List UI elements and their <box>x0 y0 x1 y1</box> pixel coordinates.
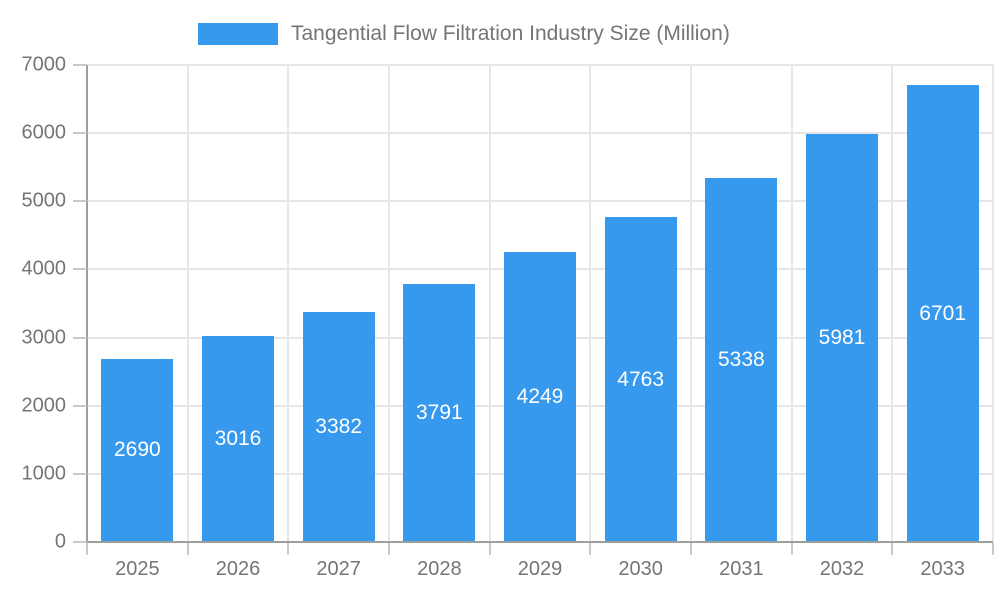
y-tick-label: 6000 <box>21 121 67 144</box>
bar-2033[interactable]: 6701 <box>906 85 979 542</box>
h-gridline <box>87 200 993 203</box>
bar-value-label: 5338 <box>717 348 765 372</box>
y-tick-label: 3000 <box>21 326 67 349</box>
legend-swatch <box>198 23 278 45</box>
bar-2025[interactable]: 2690 <box>101 358 174 542</box>
y-tick-label: 1000 <box>21 462 67 485</box>
x-axis-tick <box>790 543 793 555</box>
y-axis-tick <box>73 336 87 339</box>
v-gridline <box>690 65 692 542</box>
bar-value-label: 6701 <box>919 301 967 325</box>
x-tick-label: 2033 <box>920 558 965 580</box>
legend-label: Tangential Flow Filtration Industry Size… <box>291 22 730 45</box>
bar-2032[interactable]: 5981 <box>806 134 878 542</box>
h-gridline <box>87 132 993 135</box>
y-axis-tick <box>73 200 87 203</box>
bar-2027[interactable]: 3382 <box>302 311 375 542</box>
x-tick-label: 2030 <box>618 558 663 580</box>
bar-2028[interactable]: 3791 <box>403 283 476 542</box>
x-axis-tick <box>992 543 994 555</box>
bar-2030[interactable]: 4763 <box>604 217 677 542</box>
x-tick-label: 2026 <box>215 558 261 580</box>
x-axis-tick <box>86 543 88 555</box>
y-axis-tick <box>73 268 87 271</box>
x-axis-tick <box>690 543 692 555</box>
v-gridline <box>992 65 994 542</box>
x-tick-label: 2031 <box>719 558 764 580</box>
bar-value-label: 3382 <box>315 414 363 438</box>
bar-2031[interactable]: 5338 <box>705 178 778 542</box>
y-tick-label: 5000 <box>21 189 67 212</box>
x-axis-tick <box>589 543 592 555</box>
y-axis-tick <box>73 132 87 135</box>
v-gridline <box>589 65 592 542</box>
x-axis-tick <box>186 543 189 555</box>
y-axis-tick <box>73 64 87 66</box>
x-axis-line <box>73 541 993 543</box>
v-gridline <box>891 65 894 542</box>
bar-value-label: 4763 <box>617 367 665 391</box>
bar-value-label: 3791 <box>415 400 463 424</box>
x-tick-label: 2025 <box>115 558 160 580</box>
y-tick-label: 7000 <box>21 53 67 76</box>
x-tick-label: 2029 <box>517 558 563 580</box>
x-axis-tick <box>287 543 290 555</box>
x-tick-label: 2027 <box>316 558 361 580</box>
y-tick-label: 4000 <box>21 257 67 280</box>
bar-value-label: 4249 <box>516 385 564 409</box>
x-axis-tick <box>488 543 491 555</box>
bar-2026[interactable]: 3016 <box>202 336 274 542</box>
y-tick-label: 0 <box>54 530 66 553</box>
y-axis-line <box>86 65 88 555</box>
x-axis-tick <box>891 543 894 555</box>
legend-item[interactable]: Tangential Flow Filtration Industry Size… <box>198 22 730 46</box>
x-tick-label: 2032 <box>819 558 865 580</box>
x-axis-tick <box>388 543 390 555</box>
y-axis-tick <box>73 541 87 543</box>
v-gridline <box>287 65 290 542</box>
bar-2029[interactable]: 4249 <box>504 252 576 542</box>
plot-area: 2690 3016 3382 3791 4249 4763 5338 5981 6701 <box>87 64 994 542</box>
v-gridline <box>186 65 189 542</box>
y-axis-tick <box>73 472 87 475</box>
v-gridline <box>488 65 491 542</box>
y-axis-tick <box>73 404 87 407</box>
bar-value-label: 2690 <box>113 438 161 462</box>
v-gridline <box>790 65 793 542</box>
x-tick-label: 2028 <box>417 558 462 580</box>
v-gridline <box>388 65 390 542</box>
h-gridline <box>87 64 993 66</box>
bar-value-label: 5981 <box>818 326 866 350</box>
y-tick-label: 2000 <box>21 394 67 417</box>
bar-value-label: 3016 <box>214 427 262 451</box>
